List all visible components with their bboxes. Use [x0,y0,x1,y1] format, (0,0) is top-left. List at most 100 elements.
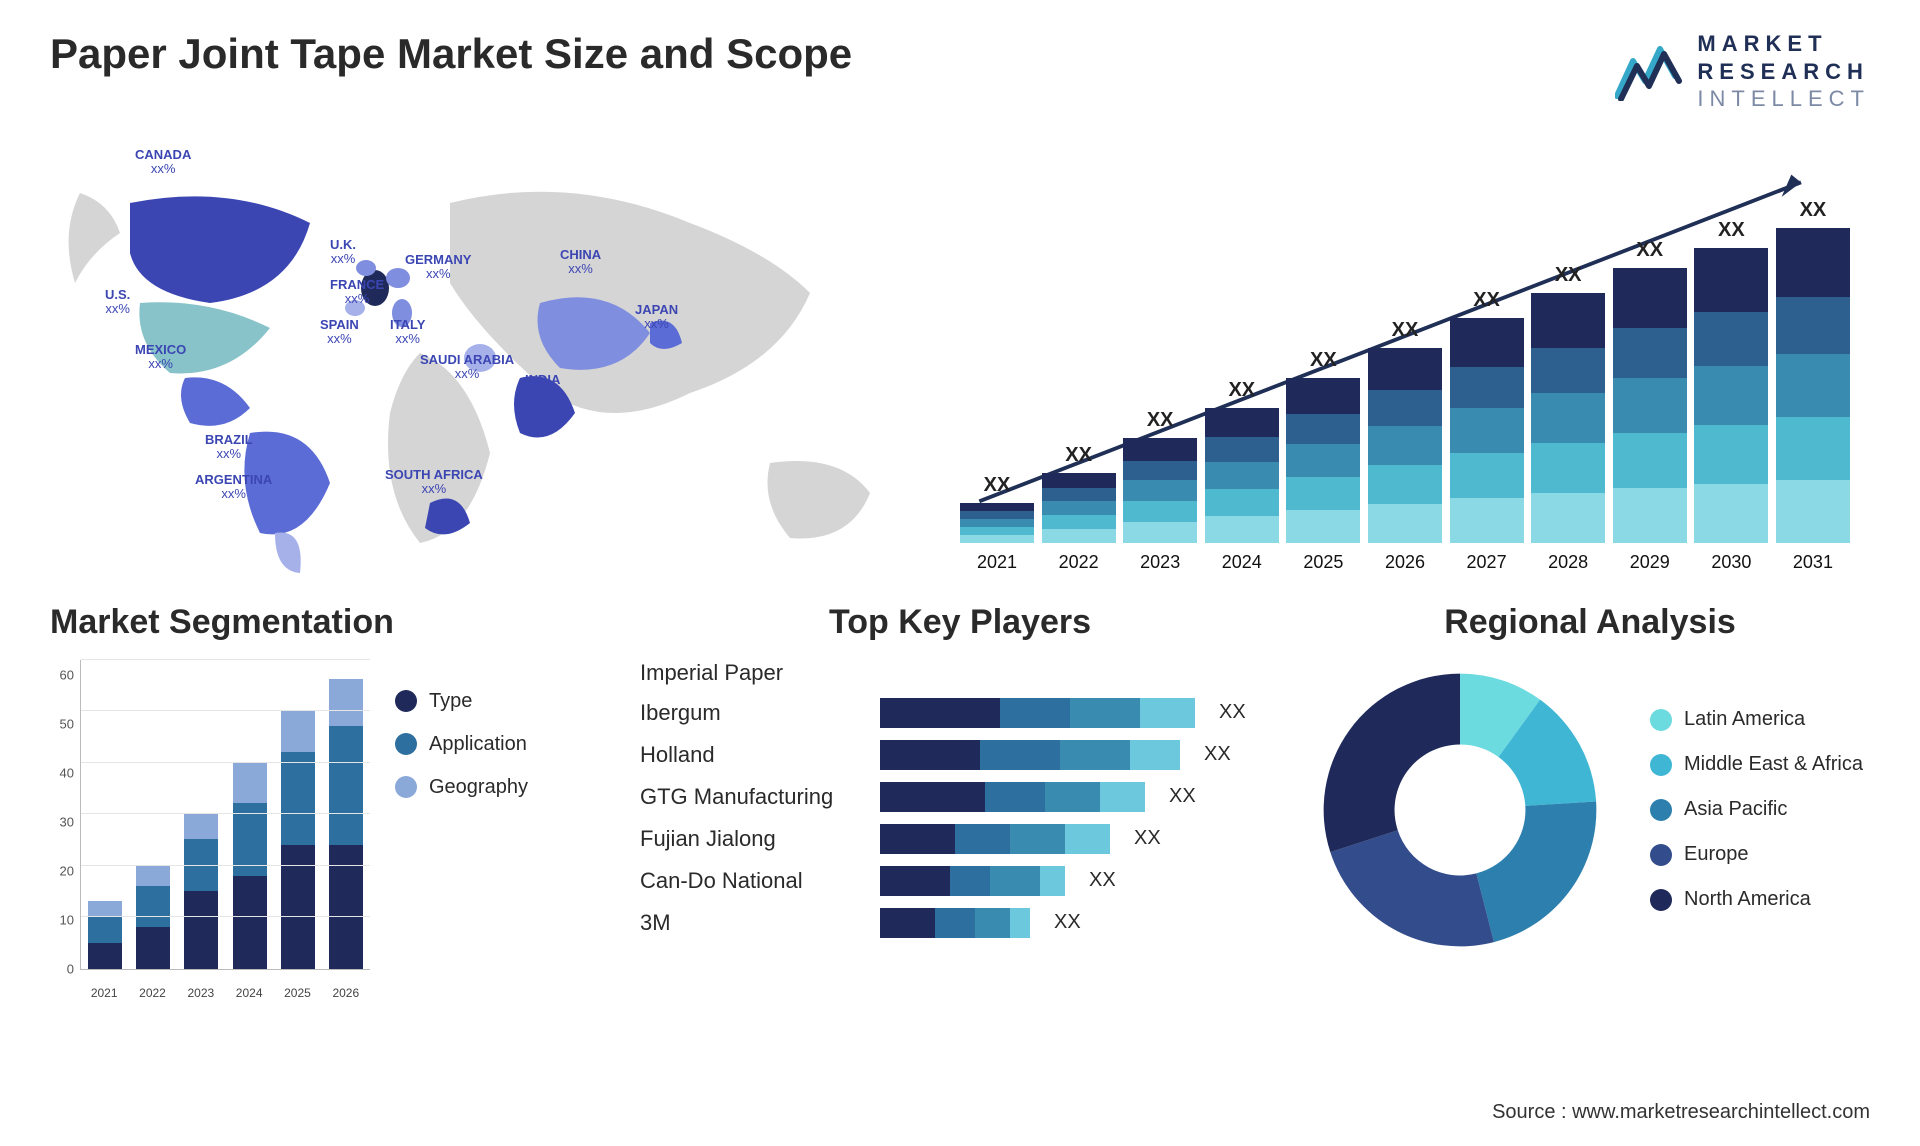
page-title: Paper Joint Tape Market Size and Scope [50,30,852,78]
seg-bar-2021 [88,901,122,968]
regional-legend-label: Asia Pacific [1684,798,1787,821]
seg-ytick: 40 [50,765,78,780]
player-row: GTG Manufacturing XX [640,782,1280,812]
map-label-germany: GERMANYxx% [405,253,471,282]
forecast-bar-2023: XX [1123,409,1197,543]
forecast-value-label: XX [1147,409,1174,432]
map-label-south-africa: SOUTH AFRICAxx% [385,468,483,497]
player-name: 3M [640,910,860,936]
regional-legend-item: Europe [1650,843,1863,866]
seg-ytick: 20 [50,864,78,879]
map-label-india: INDIAxx% [525,373,560,402]
map-label-saudi-arabia: SAUDI ARABIAxx% [420,353,514,382]
regional-legend-item: Asia Pacific [1650,798,1863,821]
player-value-label: XX [1169,785,1196,808]
seg-ytick: 0 [50,962,78,977]
map-label-u-s-: U.S.xx% [105,288,130,317]
map-label-france: FRANCExx% [330,278,384,307]
forecast-bar-2027: XX [1450,289,1524,543]
seg-legend-item: Application [395,733,528,756]
forecast-bar-2030: XX [1694,219,1768,543]
seg-xlabel: 2026 [332,986,359,1000]
player-value-label: XX [1134,827,1161,850]
seg-xlabel: 2022 [139,986,166,1000]
seg-xlabel: 2024 [236,986,263,1000]
forecast-bar-2031: XX [1776,199,1850,543]
forecast-year-label: 2030 [1694,552,1768,573]
map-label-u-k-: U.K.xx% [330,238,356,267]
map-label-japan: JAPANxx% [635,303,678,332]
player-value-label: XX [1204,743,1231,766]
player-value-label: XX [1054,911,1081,934]
player-bar [880,908,1030,938]
segmentation-title: Market Segmentation [50,603,610,642]
forecast-value-label: XX [1310,349,1337,372]
regional-legend-item: Middle East & Africa [1650,753,1863,776]
forecast-year-label: 2024 [1205,552,1279,573]
seg-xlabel: 2025 [284,986,311,1000]
forecast-year-label: 2026 [1368,552,1442,573]
player-name: Ibergum [640,700,860,726]
player-row: HollandXX [640,740,1280,770]
forecast-year-label: 2028 [1531,552,1605,573]
seg-ytick: 50 [50,716,78,731]
donut-slice [1476,801,1596,942]
seg-legend-item: Type [395,690,528,713]
map-label-brazil: BRAZILxx% [205,433,253,462]
player-bar [880,782,1145,812]
player-bar [880,824,1110,854]
map-label-mexico: MEXICOxx% [135,343,186,372]
player-row: Ibergum XX [640,698,1280,728]
forecast-value-label: XX [1800,199,1827,222]
forecast-year-label: 2029 [1613,552,1687,573]
seg-xlabel: 2021 [91,986,118,1000]
donut-slice [1330,830,1494,946]
player-row: 3M XX [640,908,1280,938]
regional-legend-label: Middle East & Africa [1684,753,1863,776]
forecast-year-label: 2022 [1042,552,1116,573]
seg-xlabel: 2023 [187,986,214,1000]
world-map-panel: CANADAxx%U.S.xx%MEXICOxx%BRAZILxx%ARGENT… [50,133,920,573]
player-bar [880,698,1195,728]
seg-legend-label: Application [429,733,527,756]
forecast-bar-2022: XX [1042,444,1116,543]
players-title: Top Key Players [640,603,1280,642]
seg-bar-2026 [329,679,363,968]
forecast-year-label: 2025 [1286,552,1360,573]
logo-line3: INTELLECT [1697,85,1870,113]
forecast-year-label: 2031 [1776,552,1850,573]
forecast-value-label: XX [1392,319,1419,342]
forecast-bar-2025: XX [1286,349,1360,543]
regional-legend-item: North America [1650,888,1863,911]
player-value-label: XX [1219,701,1246,724]
regional-title: Regional Analysis [1310,603,1870,642]
player-value-label: XX [1089,869,1116,892]
player-name: Can-Do National [640,868,860,894]
player-row: Imperial Paper [640,660,1280,686]
donut-slice [1324,673,1460,852]
player-row: Can-Do National XX [640,866,1280,896]
source-label: Source : www.marketresearchintellect.com [1492,1101,1870,1124]
forecast-value-label: XX [1555,264,1582,287]
forecast-bar-2026: XX [1368,319,1442,543]
regional-legend: Latin America Middle East & Africa Asia Pa… [1650,708,1863,911]
player-name: GTG Manufacturing [640,784,860,810]
map-label-canada: CANADAxx% [135,148,191,177]
seg-bar-2023 [184,814,218,969]
forecast-bar-2028: XX [1531,264,1605,543]
player-name: Imperial Paper [640,660,860,686]
player-bar [880,740,1180,770]
map-label-china: CHINAxx% [560,248,601,277]
seg-legend-item: Geography [395,776,528,799]
logo-icon [1615,41,1685,101]
forecast-value-label: XX [984,474,1011,497]
seg-legend-label: Geography [429,776,528,799]
regional-panel: Regional Analysis Latin America Middle Ea… [1310,603,1870,1000]
segmentation-panel: Market Segmentation 0102030405060 202120… [50,603,610,1000]
seg-ytick: 10 [50,913,78,928]
regional-legend-item: Latin America [1650,708,1863,731]
forecast-value-label: XX [1473,289,1500,312]
player-row: Fujian JialongXX [640,824,1280,854]
player-bar [880,866,1065,896]
forecast-year-label: 2023 [1123,552,1197,573]
